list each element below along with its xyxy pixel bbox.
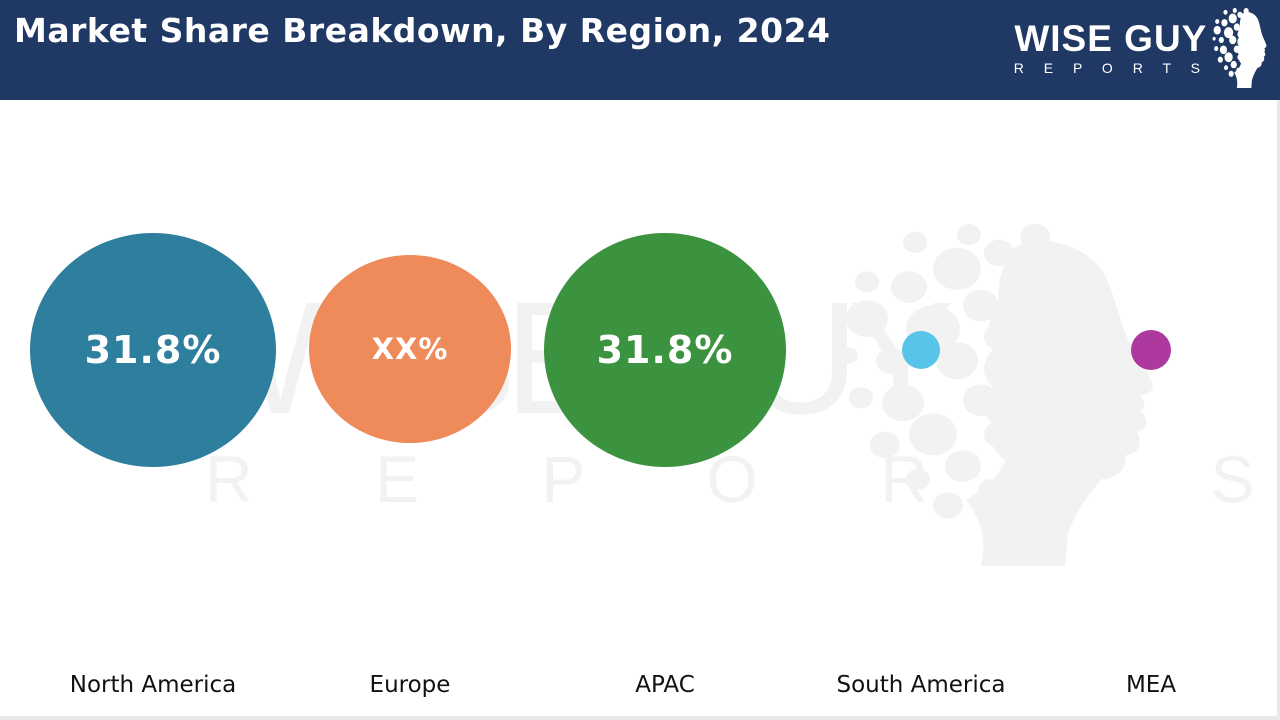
bubble-mea	[1131, 330, 1171, 370]
logo-wordmark: WISE GUY	[1014, 18, 1208, 59]
logo-subtitle: R E P O R T S	[1013, 60, 1208, 76]
bubble-value-apac: 31.8%	[596, 328, 734, 372]
bubble-value-north-america: 31.8%	[84, 328, 222, 372]
right-edge	[1277, 100, 1280, 720]
bottom-edge	[0, 716, 1280, 720]
bubble-value-europe: XX%	[371, 332, 449, 366]
wiseguy-logo: WISE GUY R E P O R T S	[1014, 8, 1272, 88]
logo-text: WISE GUY R E P O R T S	[1014, 20, 1208, 76]
header-bar: Market Share Breakdown, By Region, 2024 …	[0, 0, 1280, 100]
logo-dothead-icon	[1212, 8, 1267, 88]
page-title: Market Share Breakdown, By Region, 2024	[14, 11, 831, 50]
bubble-north-america: 31.8%	[30, 233, 276, 467]
region-label-europe: Europe	[369, 672, 451, 698]
region-label-apac: APAC	[635, 672, 695, 698]
bubble-south-america	[902, 331, 940, 369]
bubble-europe: XX%	[309, 255, 511, 443]
region-label-north-america: North America	[69, 672, 237, 698]
region-label-mea: MEA	[1125, 672, 1177, 698]
region-label-south-america: South America	[836, 672, 1006, 698]
label-row: North America Europe APAC South America MEA	[0, 670, 1280, 704]
bubble-apac: 31.8%	[544, 233, 786, 467]
